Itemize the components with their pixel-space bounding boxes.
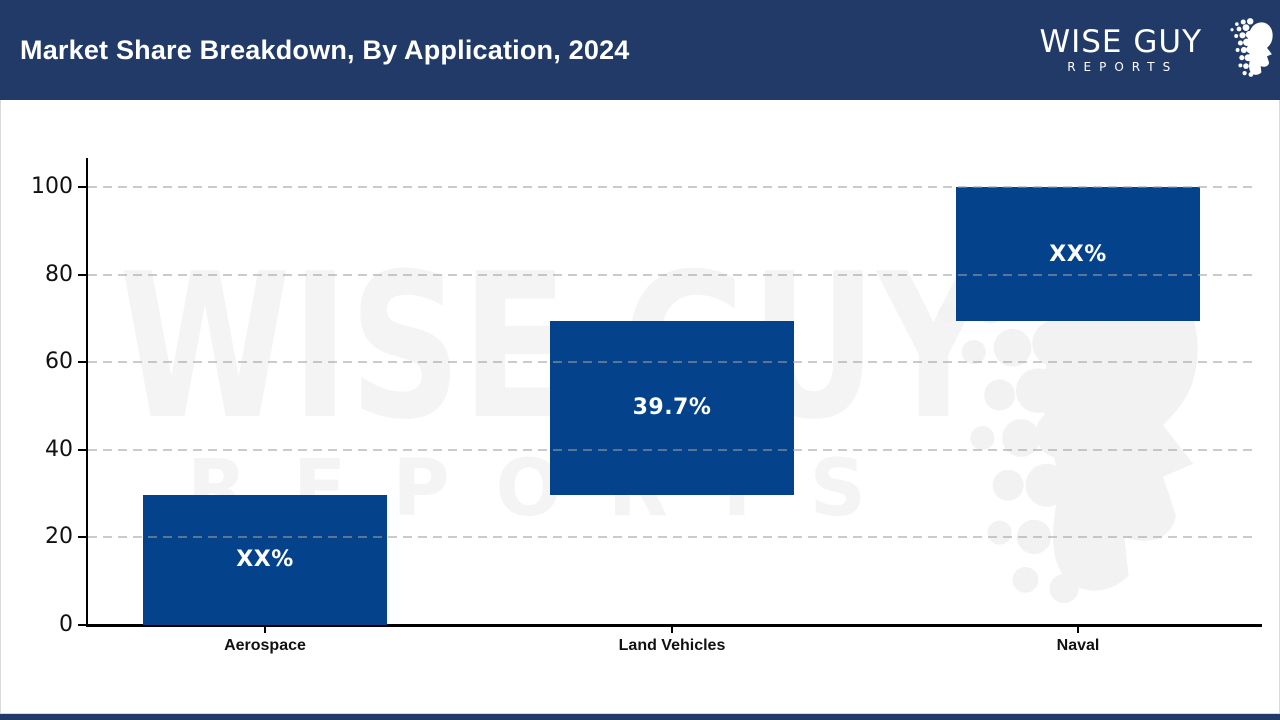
bar-value-label: 39.7% (632, 395, 712, 421)
x-axis-tick (671, 627, 673, 633)
bar-aerospace: XX% (143, 494, 387, 625)
x-axis-line (86, 624, 1262, 627)
y-axis-tick (78, 273, 86, 276)
bar-land-vehicles: 39.7% (550, 321, 794, 495)
gridline (88, 361, 1258, 364)
chart-title: Market Share Breakdown, By Application, … (20, 34, 630, 65)
gridline (88, 448, 1258, 451)
y-axis-tick-label: 100 (31, 174, 73, 199)
y-axis-tick (78, 536, 86, 539)
wiseguy-face-icon (1204, 9, 1274, 91)
y-axis-tick-label: 60 (45, 349, 73, 375)
y-axis-tick-label: 40 (45, 436, 73, 462)
x-axis-tick (1077, 627, 1079, 633)
bar-value-label: XX% (236, 547, 294, 573)
chart-area: WISE GUY REPORTS 020406080100XX%Aerospac… (0, 100, 1280, 714)
logo-subtext: REPORTS (1067, 59, 1179, 74)
header-bar: Market Share Breakdown, By Application, … (0, 0, 1280, 100)
wiseguy-logo-text: WISE GUY REPORTS (1039, 26, 1202, 74)
plot-area: 0 20 40 60 80 100 XX% Aerospace 39.7% Land Vehicl… (1, 100, 1279, 713)
bar-value-label: XX% (1049, 241, 1107, 267)
gridline (88, 186, 1258, 188)
bar-naval: XX% (956, 187, 1200, 322)
gridline (88, 536, 1258, 539)
logo-wordmark: WISE GUY (1039, 24, 1202, 61)
y-axis-tick (78, 448, 86, 451)
y-axis-line (86, 158, 88, 627)
y-axis-tick (78, 361, 86, 364)
footer-bar (0, 714, 1280, 720)
category-label: Naval (1056, 637, 1100, 654)
y-axis-tick-label: 20 (45, 524, 73, 550)
x-axis-tick (264, 627, 266, 633)
wiseguy-logo: WISE GUY REPORTS (1039, 9, 1280, 91)
y-axis-tick-label: 0 (59, 612, 73, 637)
gridline (88, 273, 1258, 276)
category-label: Land Vehicles (618, 637, 726, 654)
category-label: Aerospace (224, 637, 306, 654)
y-axis-tick-label: 80 (45, 261, 73, 287)
y-axis-tick (78, 624, 86, 626)
y-axis-tick (78, 186, 86, 188)
